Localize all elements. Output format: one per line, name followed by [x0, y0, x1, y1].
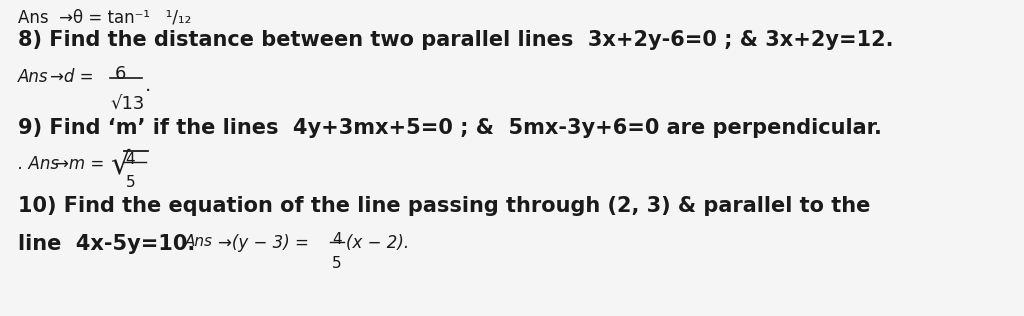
Text: Ans: Ans: [18, 68, 48, 86]
Text: 4: 4: [332, 232, 342, 247]
Text: 8) Find the distance between two parallel lines  3x+2y-6=0 ; & 3x+2y=12.: 8) Find the distance between two paralle…: [18, 30, 894, 50]
Text: Ans  →θ = tan⁻¹   ¹/₁₂: Ans →θ = tan⁻¹ ¹/₁₂: [18, 8, 191, 26]
Text: √: √: [110, 150, 129, 179]
Text: line  4x-5y=10.: line 4x-5y=10.: [18, 234, 196, 254]
Text: . Ans: . Ans: [18, 155, 59, 173]
Text: →m =: →m =: [55, 155, 110, 173]
Text: →d =: →d =: [50, 68, 98, 86]
Text: 5: 5: [332, 256, 342, 271]
Text: .: .: [145, 76, 152, 95]
Text: Ans: Ans: [185, 234, 213, 249]
Text: 6: 6: [115, 65, 126, 83]
Text: (x − 2).: (x − 2).: [346, 234, 410, 252]
Text: 9) Find ‘m’ if the lines  4y+3mx+5=0 ; &  5mx-3y+6=0 are perpendicular.: 9) Find ‘m’ if the lines 4y+3mx+5=0 ; & …: [18, 118, 882, 138]
Text: √13: √13: [110, 95, 144, 113]
Text: 4: 4: [125, 152, 134, 167]
Text: →(y − 3) =: →(y − 3) =: [218, 234, 314, 252]
Text: 5: 5: [126, 175, 135, 190]
Text: 10) Find the equation of the line passing through (2, 3) & parallel to the: 10) Find the equation of the line passin…: [18, 196, 870, 216]
